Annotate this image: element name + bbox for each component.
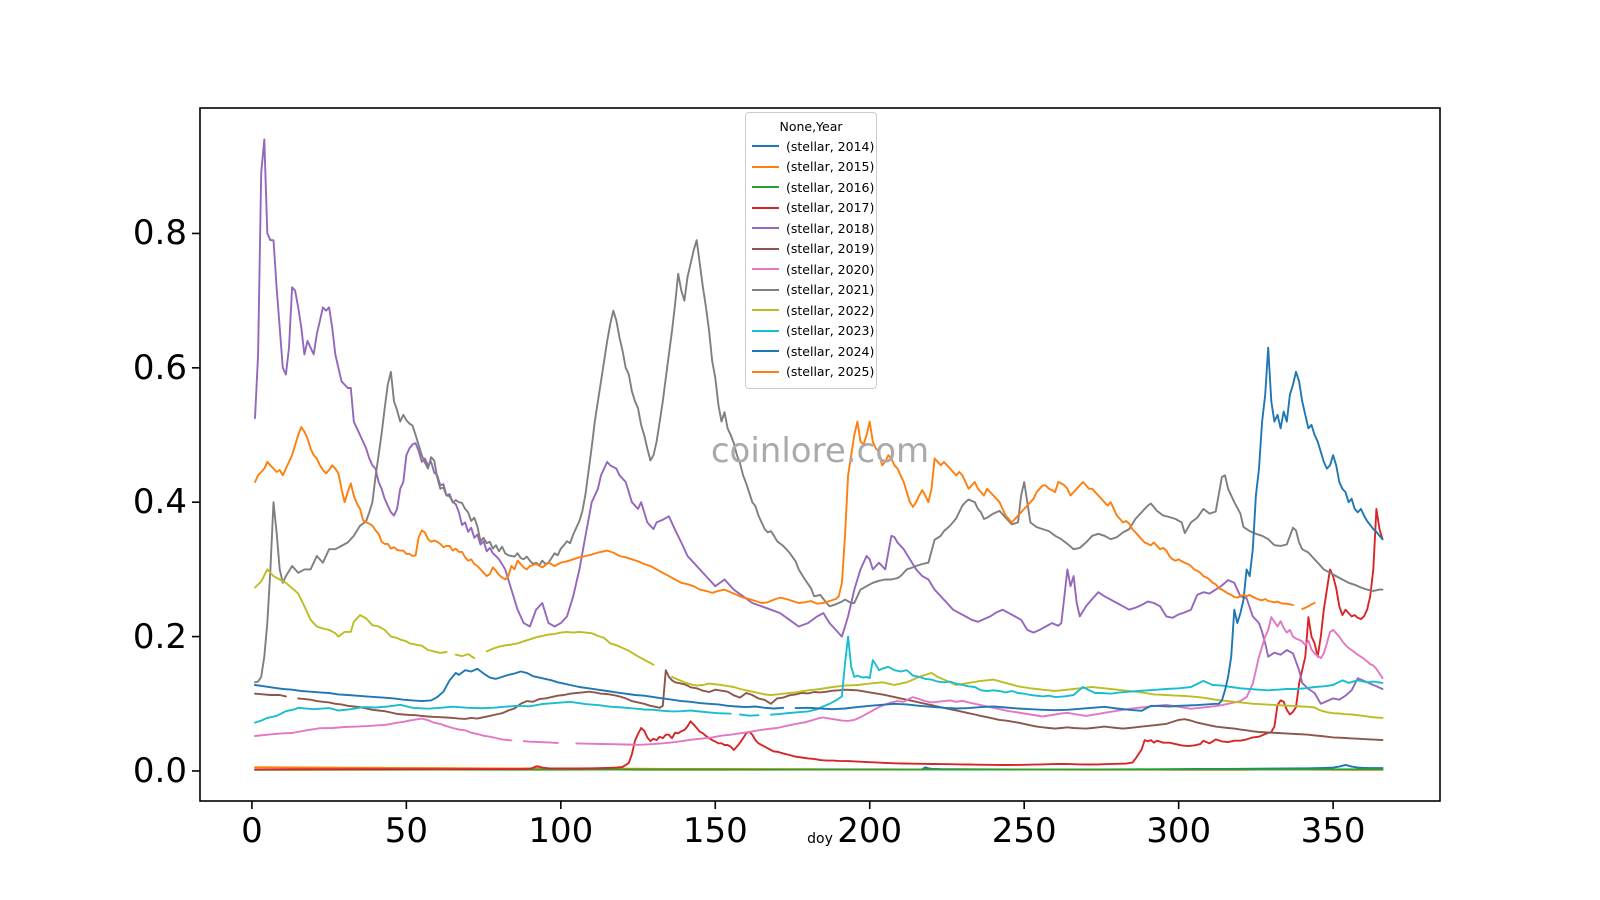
legend-label: (stellar, 2015) bbox=[786, 159, 875, 175]
legend-item: (stellar, 2016) bbox=[752, 177, 874, 198]
legend-item: (stellar, 2023) bbox=[752, 321, 874, 342]
legend-item: (stellar, 2020) bbox=[752, 259, 874, 280]
series-line--stellar-2020- bbox=[522, 740, 559, 744]
x-tick-label: 350 bbox=[1300, 811, 1366, 851]
x-tick-label: 200 bbox=[837, 811, 903, 851]
x-tick-label: 50 bbox=[384, 811, 428, 851]
x-tick-label: 150 bbox=[682, 811, 748, 851]
x-tick-label: 250 bbox=[991, 811, 1057, 851]
series-line--stellar-2017- bbox=[254, 507, 1384, 771]
legend-line-sample bbox=[752, 329, 779, 332]
y-tick-label: 0.6 bbox=[132, 347, 187, 388]
x-tick-label: 0 bbox=[241, 811, 263, 851]
legend-item: (stellar, 2015) bbox=[752, 157, 874, 178]
legend-item: (stellar, 2017) bbox=[752, 198, 874, 219]
legend-label: (stellar, 2021) bbox=[786, 282, 875, 298]
legend-line-sample bbox=[752, 145, 779, 148]
series-line--stellar-2022- bbox=[254, 568, 448, 654]
legend: None,Year (stellar, 2014) (stellar, 2015)… bbox=[745, 112, 877, 389]
series-line--stellar-2024- bbox=[254, 667, 785, 710]
legend-item: (stellar, 2022) bbox=[752, 300, 874, 321]
legend-items: (stellar, 2014) (stellar, 2015) (stellar, … bbox=[752, 136, 874, 383]
legend-line-sample bbox=[752, 370, 779, 373]
series-line--stellar-2024- bbox=[794, 346, 1384, 712]
legend-item: (stellar, 2019) bbox=[752, 239, 874, 260]
legend-label: (stellar, 2014) bbox=[786, 138, 875, 154]
series-line--stellar-2023- bbox=[739, 713, 760, 717]
series-line--stellar-2018- bbox=[254, 138, 1384, 705]
legend-item: (stellar, 2021) bbox=[752, 280, 874, 301]
series-line--stellar-2022- bbox=[454, 653, 476, 660]
legend-item: (stellar, 2018) bbox=[752, 218, 874, 239]
series-line--stellar-2020- bbox=[254, 717, 513, 742]
legend-label: (stellar, 2019) bbox=[786, 241, 875, 257]
series-line--stellar-2020- bbox=[575, 616, 1384, 746]
series-line--stellar-2025- bbox=[254, 420, 1294, 606]
y-tick-label: 0.8 bbox=[132, 213, 187, 254]
series-line--stellar-2019- bbox=[254, 692, 287, 698]
legend-label: (stellar, 2017) bbox=[786, 200, 875, 216]
legend-line-sample bbox=[752, 309, 779, 312]
series-line--stellar-2019- bbox=[297, 669, 1384, 742]
y-tick-label: 0.2 bbox=[132, 616, 187, 657]
x-axis-label: doy bbox=[807, 831, 833, 847]
legend-label: (stellar, 2018) bbox=[786, 220, 875, 236]
axes-spines bbox=[199, 107, 1441, 802]
series-line--stellar-2022- bbox=[671, 671, 1384, 719]
legend-line-sample bbox=[752, 288, 779, 291]
legend-label: (stellar, 2022) bbox=[786, 302, 875, 318]
legend-label: (stellar, 2016) bbox=[786, 179, 875, 195]
y-tick-label: 0.4 bbox=[132, 482, 187, 523]
legend-label: (stellar, 2025) bbox=[786, 364, 875, 380]
y-tick-label: 0.0 bbox=[132, 750, 187, 791]
x-tick-label: 100 bbox=[528, 811, 594, 851]
legend-item: (stellar, 2024) bbox=[752, 341, 874, 362]
legend-line-sample bbox=[752, 268, 779, 271]
legend-title: None,Year bbox=[779, 119, 843, 134]
series-line--stellar-2025- bbox=[1301, 602, 1316, 610]
legend-line-sample bbox=[752, 247, 779, 250]
legend-line-sample bbox=[752, 227, 779, 230]
series-line--stellar-2023- bbox=[769, 635, 1384, 716]
series-line--stellar-2021- bbox=[254, 239, 1384, 684]
legend-label: (stellar, 2024) bbox=[786, 343, 875, 359]
legend-label: (stellar, 2020) bbox=[786, 261, 875, 277]
legend-line-sample bbox=[752, 350, 779, 353]
legend-item: (stellar, 2025) bbox=[752, 362, 874, 383]
legend-label: (stellar, 2023) bbox=[786, 323, 875, 339]
legend-line-sample bbox=[752, 206, 779, 209]
legend-line-sample bbox=[752, 165, 779, 168]
series-line--stellar-2023- bbox=[254, 700, 732, 724]
x-tick-label: 300 bbox=[1146, 811, 1212, 851]
legend-item: (stellar, 2014) bbox=[752, 136, 874, 157]
series-line--stellar-2022- bbox=[485, 630, 655, 666]
watermark: coinlore.com bbox=[710, 431, 930, 471]
legend-line-sample bbox=[752, 186, 779, 189]
